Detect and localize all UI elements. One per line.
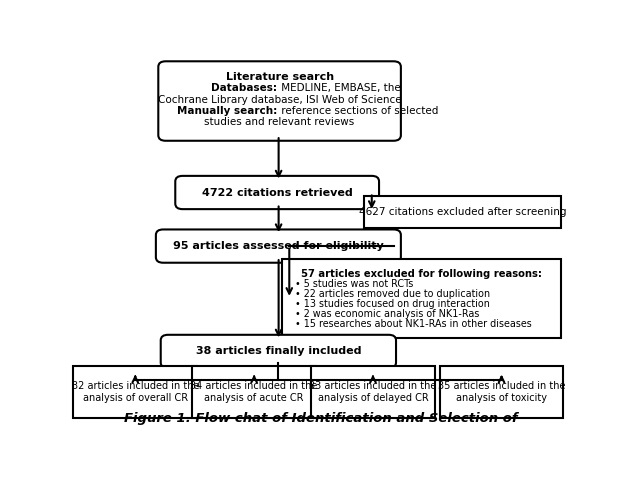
Text: MEDLINE, EMBASE, the: MEDLINE, EMBASE, the bbox=[278, 84, 401, 94]
FancyBboxPatch shape bbox=[192, 366, 316, 418]
Text: • 15 researches about NK1-RAs in other diseases: • 15 researches about NK1-RAs in other d… bbox=[295, 319, 532, 329]
FancyBboxPatch shape bbox=[311, 366, 435, 418]
FancyBboxPatch shape bbox=[73, 366, 197, 418]
FancyBboxPatch shape bbox=[161, 335, 396, 368]
Text: 38 articles finally included: 38 articles finally included bbox=[195, 347, 361, 357]
FancyBboxPatch shape bbox=[158, 61, 401, 141]
Text: • 2 was economic analysis of NK1-Ras: • 2 was economic analysis of NK1-Ras bbox=[295, 309, 480, 319]
FancyBboxPatch shape bbox=[439, 366, 563, 418]
FancyBboxPatch shape bbox=[175, 176, 379, 209]
Text: 34 articles included in the
analysis of acute CR: 34 articles included in the analysis of … bbox=[190, 381, 318, 403]
Text: studies and relevant reviews: studies and relevant reviews bbox=[205, 117, 355, 127]
Text: Manually search:: Manually search: bbox=[177, 106, 277, 116]
FancyBboxPatch shape bbox=[156, 229, 401, 263]
Text: 33 articles included in the
analysis of delayed CR: 33 articles included in the analysis of … bbox=[309, 381, 437, 403]
Text: • 5 studies was not RCTs: • 5 studies was not RCTs bbox=[295, 279, 414, 289]
FancyBboxPatch shape bbox=[282, 259, 561, 338]
FancyBboxPatch shape bbox=[364, 196, 561, 228]
Text: Databases:: Databases: bbox=[211, 84, 277, 94]
Text: reference sections of selected: reference sections of selected bbox=[278, 106, 438, 116]
Text: • 13 studies focused on drug interaction: • 13 studies focused on drug interaction bbox=[295, 300, 490, 309]
Text: 4722 citations retrieved: 4722 citations retrieved bbox=[202, 188, 352, 197]
Text: 4627 citations excluded after screening: 4627 citations excluded after screening bbox=[359, 207, 567, 217]
Text: Literature search: Literature search bbox=[225, 72, 334, 83]
Text: 95 articles assessed for eligibility: 95 articles assessed for eligibility bbox=[173, 241, 384, 251]
Text: Figure 1. Flow chat of Identification and Selection of: Figure 1. Flow chat of Identification an… bbox=[124, 412, 518, 425]
Text: • 22 articles removed due to duplication: • 22 articles removed due to duplication bbox=[295, 289, 490, 300]
Text: 32 articles included in the
analysis of overall CR: 32 articles included in the analysis of … bbox=[71, 381, 199, 403]
Text: 57 articles excluded for following reasons:: 57 articles excluded for following reaso… bbox=[301, 269, 542, 279]
Text: Cochrane Library database, ISI Web of Science: Cochrane Library database, ISI Web of Sc… bbox=[158, 95, 401, 105]
Text: 35 articles included in the
analysis of toxicity: 35 articles included in the analysis of … bbox=[438, 381, 565, 403]
